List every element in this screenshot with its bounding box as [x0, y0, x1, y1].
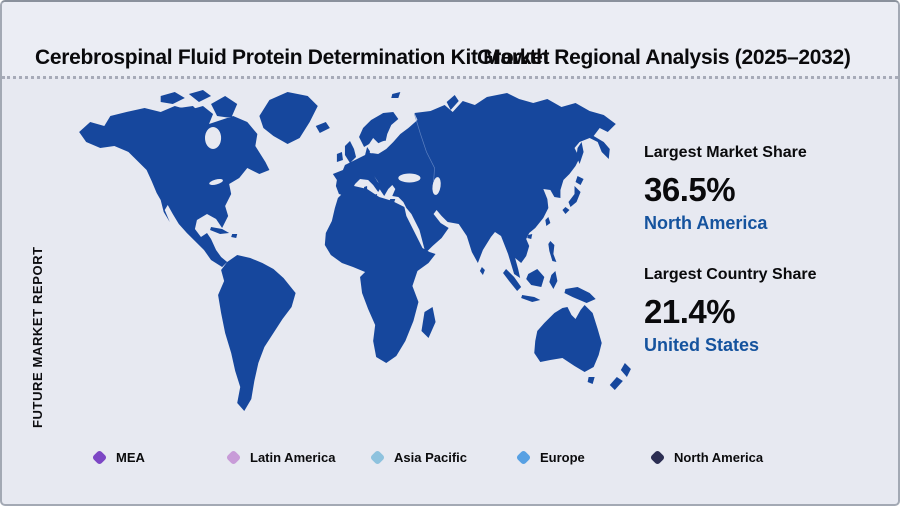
legend-label: Latin America: [250, 449, 336, 465]
legend-diamond-icon: [225, 449, 242, 465]
world-map: [79, 90, 631, 411]
legend-diamond-icon: [91, 449, 108, 465]
legend-label: North America: [674, 449, 764, 465]
legend-diamond-icon: [515, 449, 532, 465]
stat-region: North America: [644, 213, 768, 233]
title-analysis-range: Growth Regional Analysis (2025–2032): [477, 46, 851, 69]
stat-label: Largest Country Share: [644, 266, 817, 283]
dotted-separator: [2, 76, 898, 79]
stat-largest-country-share: Largest Country Share 21.4% United State…: [644, 266, 894, 356]
stat-value: 36.5%: [644, 171, 736, 208]
legend-item-europe: Europe: [515, 448, 585, 466]
legend-diamond-icon: [369, 449, 386, 465]
legend-label: Europe: [540, 449, 585, 465]
legend-item-asia-pacific: Asia Pacific: [369, 448, 467, 466]
brand-watermark: FUTURE MARKET REPORT: [30, 246, 45, 428]
stat-largest-market-share: Largest Market Share 36.5% North America: [644, 144, 894, 234]
legend-item-latin-america: Latin America: [225, 448, 336, 466]
legend-item-mea: MEA: [91, 448, 145, 466]
legend-item-north-america: North America: [649, 448, 764, 466]
russia-border-line: [414, 113, 435, 183]
legend-label: Asia Pacific: [394, 449, 467, 465]
title-market-name: Cerebrospinal Fluid Protein Determinatio…: [35, 46, 550, 69]
stat-value: 21.4%: [644, 293, 736, 330]
legend-label: MEA: [116, 449, 145, 465]
stat-region: United States: [644, 335, 760, 355]
stat-label: Largest Market Share: [644, 144, 807, 161]
header-strip: [2, 2, 898, 77]
world-map-land: [79, 90, 631, 411]
world-map-inland-seas: [204, 127, 441, 195]
region-legend: MEA Latin America Asia Pacific Europe No…: [2, 448, 898, 470]
legend-diamond-icon: [649, 449, 666, 465]
